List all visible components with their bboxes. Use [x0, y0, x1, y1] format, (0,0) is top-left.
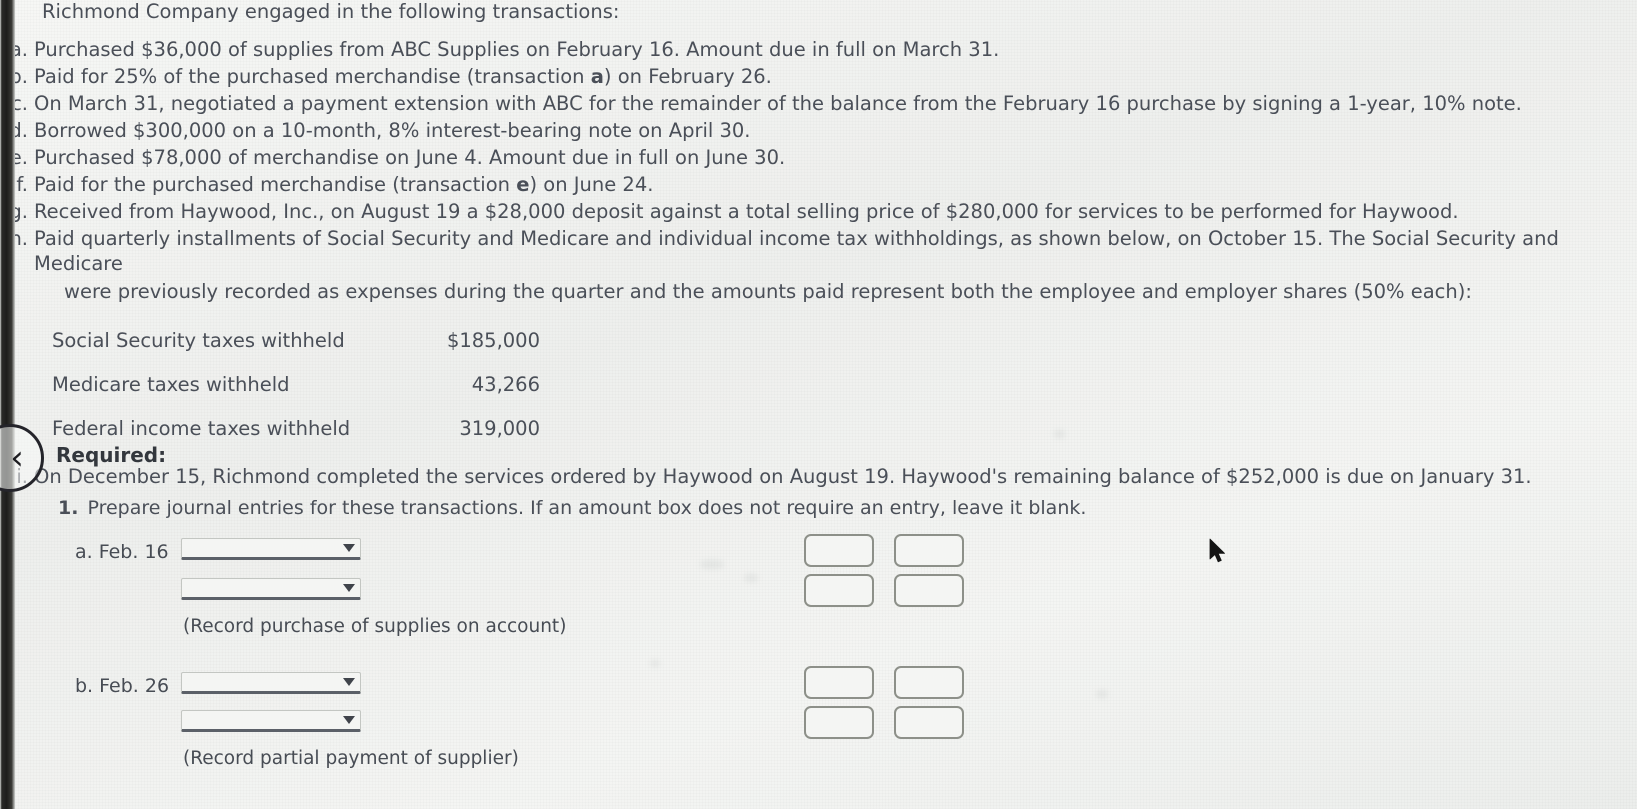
account-select-b-credit[interactable] — [181, 710, 361, 732]
caret-down-icon — [343, 716, 355, 724]
list-item: e. Purchased $78,000 of merchandise on J… — [0, 145, 1637, 170]
transaction-text: On March 31, negotiated a payment extens… — [34, 92, 1522, 115]
required-heading: Required: — [56, 443, 167, 467]
transaction-text-part: ) on June 24. — [529, 173, 654, 196]
table-row: Medicare taxes withheld 43,266 — [0, 363, 540, 407]
transaction-text-part: Paid for 25% of the purchased merchandis… — [34, 65, 591, 88]
amount-box-b-credit-2[interactable] — [894, 706, 964, 739]
list-item: h. Paid quarterly installments of Social… — [0, 226, 1637, 451]
list-item: c. On March 31, negotiated a payment ext… — [0, 91, 1637, 116]
transaction-text-part: Paid quarterly installments of Social Se… — [34, 227, 1559, 275]
tax-amount: $185,000 — [446, 329, 540, 352]
transaction-marker: c. — [11, 92, 28, 115]
transaction-text-continuation: were previously recorded as expenses dur… — [64, 280, 1472, 303]
chevron-left-icon: ‹ — [10, 438, 24, 478]
entry-memo-b: (Record partial payment of supplier) — [183, 748, 519, 769]
transaction-marker: f. — [16, 173, 28, 196]
caret-down-icon — [343, 584, 355, 592]
amount-box-a-credit-2[interactable] — [894, 574, 964, 607]
amount-box-b-debit-1[interactable] — [804, 666, 874, 699]
caret-down-icon — [343, 544, 355, 552]
transaction-text: On December 15, Richmond completed the s… — [34, 465, 1532, 488]
list-item: a. Purchased $36,000 of supplies from AB… — [0, 37, 1637, 62]
tax-label: Federal income taxes withheld — [52, 417, 351, 440]
requirement-text: Prepare journal entries for these transa… — [87, 497, 1087, 519]
paper-smudge — [650, 660, 660, 667]
tax-amount: 319,000 — [459, 417, 540, 440]
list-item: d. Borrowed $300,000 on a 10-month, 8% i… — [0, 118, 1637, 143]
tax-label: Social Security taxes withheld — [52, 329, 345, 352]
amount-box-a-debit-2[interactable] — [804, 574, 874, 607]
transaction-text-part: Paid for the purchased merchandise (tran… — [34, 173, 517, 196]
amount-box-b-debit-2[interactable] — [804, 706, 874, 739]
mouse-pointer-icon — [1209, 538, 1229, 570]
transaction-text-part: ) on February 26. — [603, 65, 772, 88]
transaction-text: Paid for the purchased merchandise (tran… — [34, 172, 1637, 197]
paper-smudge — [744, 574, 758, 582]
amount-box-a-debit-1[interactable] — [804, 534, 874, 567]
transaction-text: Purchased $78,000 of merchandise on June… — [34, 146, 786, 169]
transaction-text: Purchased $36,000 of supplies from ABC S… — [34, 38, 1000, 61]
paper-smudge — [1096, 690, 1108, 698]
tax-amount: 43,266 — [471, 373, 540, 396]
list-item: g. Received from Haywood, Inc., on Augus… — [0, 199, 1637, 224]
transaction-text: Paid for 25% of the purchased merchandis… — [34, 64, 1637, 89]
table-row: Social Security taxes withheld $185,000 — [0, 319, 540, 363]
paper-smudge — [417, 285, 429, 293]
entry-date-label-a: a. Feb. 16 — [75, 541, 169, 563]
transaction-reference: a — [590, 65, 604, 88]
transaction-reference: e — [516, 173, 530, 196]
paper-smudge — [700, 560, 724, 569]
requirement-1: 1. Prepare journal entries for these tran… — [58, 497, 1086, 519]
requirement-number: 1. — [58, 497, 79, 519]
transaction-text: Paid quarterly installments of Social Se… — [34, 226, 1637, 304]
transaction-text: Borrowed $300,000 on a 10-month, 8% inte… — [34, 119, 751, 142]
tax-withholding-table: Social Security taxes withheld $185,000 … — [0, 319, 540, 451]
amount-box-a-credit-1[interactable] — [894, 534, 964, 567]
paper-smudge — [1054, 430, 1065, 438]
table-row: Federal income taxes withheld 319,000 — [0, 407, 540, 451]
account-select-a-debit[interactable] — [181, 538, 361, 560]
intro-text: Richmond Company engaged in the followin… — [42, 0, 620, 23]
transaction-list: a. Purchased $36,000 of supplies from AB… — [0, 37, 1637, 491]
list-item: f. Paid for the purchased merchandise (t… — [0, 172, 1637, 197]
transaction-text: Received from Haywood, Inc., on August 1… — [34, 200, 1459, 223]
tax-label: Medicare taxes withheld — [52, 373, 290, 396]
entry-memo-a: (Record purchase of supplies on account) — [183, 616, 567, 637]
account-select-a-credit[interactable] — [181, 578, 361, 600]
entry-date-label-b: b. Feb. 26 — [75, 675, 170, 697]
page-edge-binding — [0, 0, 15, 809]
amount-box-b-credit-1[interactable] — [894, 666, 964, 699]
list-item: i. On December 15, Richmond completed th… — [0, 464, 1637, 489]
account-select-b-debit[interactable] — [181, 672, 361, 694]
list-item: b. Paid for 25% of the purchased merchan… — [0, 64, 1637, 89]
caret-down-icon — [343, 678, 355, 686]
